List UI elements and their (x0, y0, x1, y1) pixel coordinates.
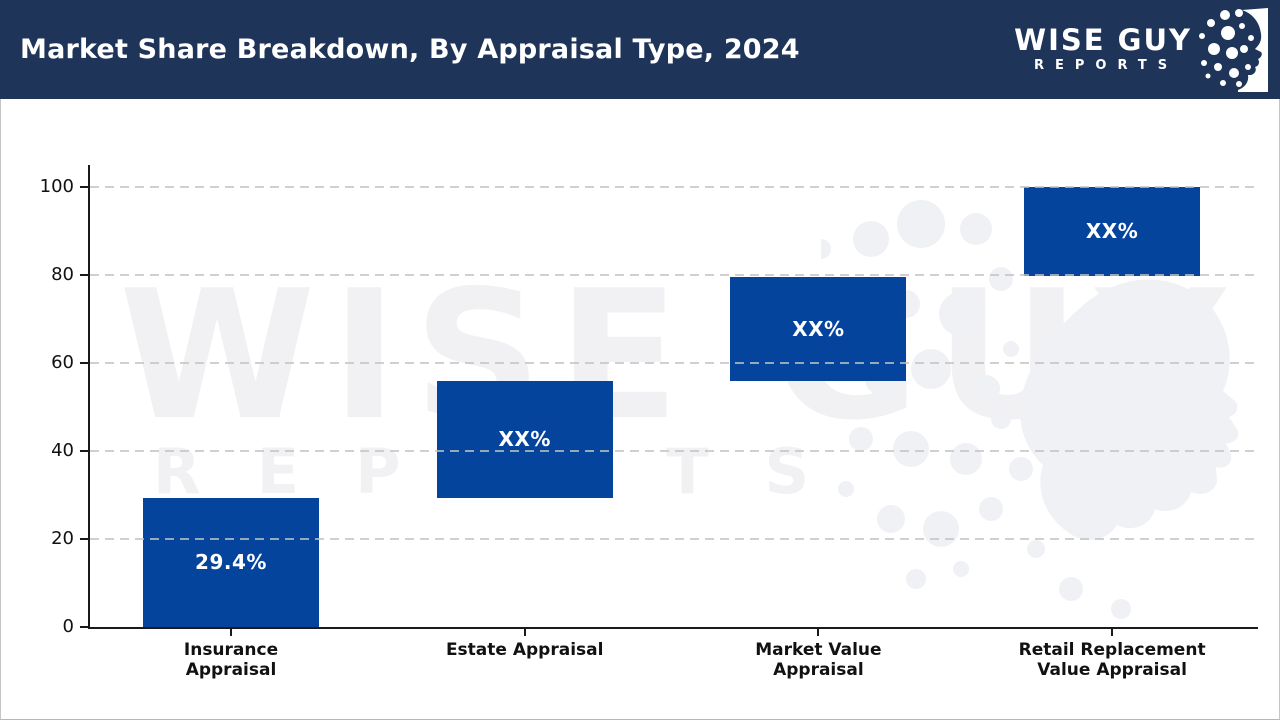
y-tick-label: 20 (51, 528, 74, 549)
bar-value-label: 29.4% (195, 550, 267, 575)
y-tick-label: 0 (62, 616, 74, 637)
gridline-20 (90, 538, 1258, 540)
bar-estate-appraisal: XX% (436, 380, 613, 498)
x-axis-spine (88, 627, 1258, 629)
x-axis-label: Retail Replacement Value Appraisal (1018, 640, 1206, 680)
y-tick-label: 40 (51, 440, 74, 461)
y-tick-mark (80, 538, 88, 540)
y-tick-label: 100 (39, 176, 74, 197)
y-tick-label: 80 (51, 264, 74, 285)
chart-title: Market Share Breakdown, By Appraisal Typ… (20, 34, 800, 65)
y-axis-spine (88, 165, 90, 629)
bar-value-label: XX% (792, 316, 845, 341)
x-tick-mark (817, 629, 820, 636)
bar-insurance-appraisal: 29.4% (143, 497, 319, 627)
bar-value-label: XX% (1085, 219, 1139, 244)
brand-logo: WISE GUY REPORTS (1014, 0, 1268, 99)
header-bar: Market Share Breakdown, By Appraisal Typ… (0, 0, 1280, 99)
gridline-100 (90, 186, 1258, 188)
y-tick-mark (80, 362, 88, 364)
x-tick-mark (523, 629, 526, 636)
y-tick-mark (80, 450, 88, 452)
bar-market-value-appraisal: XX% (730, 276, 907, 381)
x-axis-label: Insurance Appraisal (183, 640, 279, 680)
chart-area: WISE GUY REPORTS 02040608010029.4%Insura… (0, 99, 1280, 720)
bar-value-label: XX% (498, 427, 551, 452)
bar-retail-replacement-value-appraisal: XX% (1024, 187, 1201, 276)
brand-subtitle: REPORTS (1033, 58, 1179, 73)
y-tick-mark (80, 626, 88, 628)
brand-name: WISE GUY (1014, 23, 1192, 57)
x-axis-label: Market Value Appraisal (755, 640, 882, 680)
watermark-dots-face-pattern (821, 200, 1239, 619)
y-tick-mark (80, 274, 88, 276)
wiseguy-face-icon (1199, 7, 1268, 92)
y-tick-label: 60 (51, 352, 74, 373)
gridline-80 (90, 274, 1258, 276)
gridline-40 (90, 450, 1258, 452)
y-tick-mark (80, 186, 88, 188)
x-tick-mark (230, 629, 232, 636)
x-tick-mark (1111, 629, 1114, 636)
gridline-60 (90, 362, 1258, 364)
x-axis-label: Estate Appraisal (445, 640, 604, 660)
